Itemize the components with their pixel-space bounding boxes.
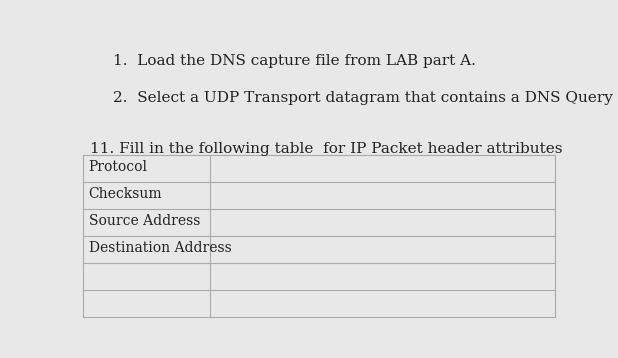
Text: Protocol: Protocol — [89, 160, 148, 174]
Text: Destination Address: Destination Address — [89, 241, 232, 255]
Text: Source Address: Source Address — [89, 214, 200, 228]
Text: 1.  Load the DNS capture file from LAB part A.: 1. Load the DNS capture file from LAB pa… — [113, 54, 476, 68]
Text: 11. Fill in the following table  for IP Packet header attributes: 11. Fill in the following table for IP P… — [90, 142, 562, 156]
Text: Checksum: Checksum — [89, 187, 163, 201]
Text: 2.  Select a UDP Transport datagram that contains a DNS Query Response A.: 2. Select a UDP Transport datagram that … — [113, 91, 618, 105]
